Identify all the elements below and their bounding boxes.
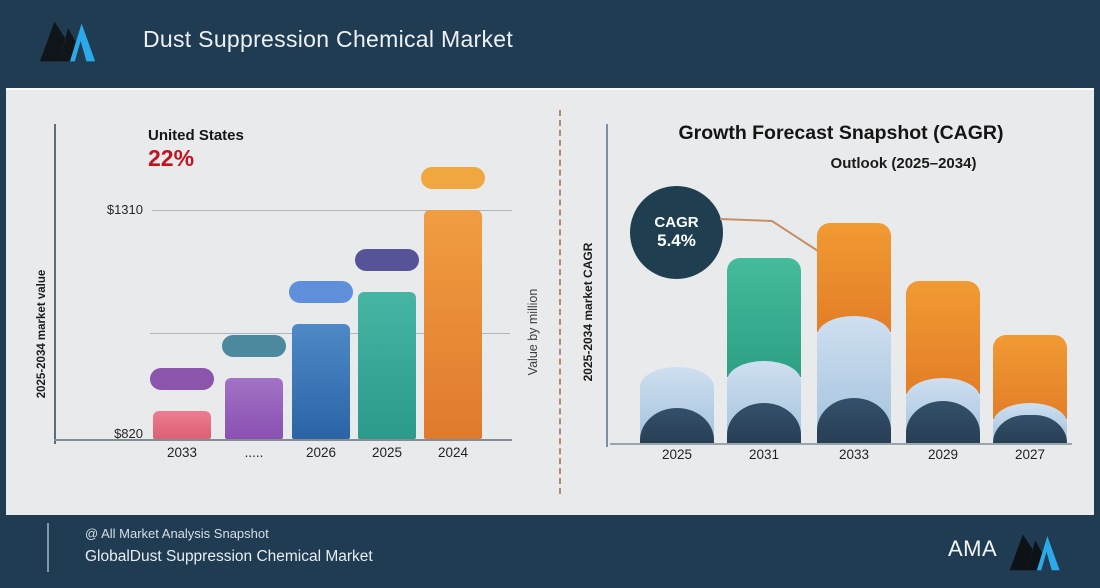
left-bar-cap-..... <box>222 335 286 357</box>
right-x-label-2031: 2031 <box>748 447 780 462</box>
segment-green-2031 <box>727 258 801 377</box>
right-x-label-2029: 2029 <box>927 447 959 462</box>
left-chart-region-label: United States <box>148 127 244 144</box>
right-x-label-2033: 2033 <box>838 447 870 462</box>
right-x-label-2025: 2025 <box>661 447 693 462</box>
footer-brand-text: AMA <box>948 536 998 561</box>
left-bar-2026 <box>292 324 350 439</box>
secondary-axis-label: Value by million <box>526 288 540 376</box>
right-chart-subtitle: Outlook (2025–2034) <box>830 155 977 172</box>
right-x-label-2027: 2027 <box>1014 447 1046 462</box>
footer-divider-line <box>47 523 49 572</box>
left-bar-..... <box>225 378 283 439</box>
left-x-label-.....: ..... <box>244 445 264 460</box>
segment-orange-2029 <box>906 281 980 394</box>
ama-logo-icon <box>39 21 96 62</box>
right-bar-2029 <box>906 281 980 443</box>
segment-navy-2033 <box>817 398 891 443</box>
left-x-axis-line <box>54 439 512 441</box>
right-bar-2031 <box>727 258 801 443</box>
right-bar-2025 <box>640 367 714 443</box>
header-band: Dust Suppression Chemical Market <box>0 0 1100 88</box>
main-panel: 2025-2034 market value United States 22%… <box>6 88 1094 515</box>
left-x-label-2033: 2033 <box>166 445 198 460</box>
gridline-1310 <box>152 210 512 211</box>
left-x-label-2024: 2024 <box>437 445 469 460</box>
section-divider-dashed <box>559 110 561 494</box>
footer-title-line: GlobalDust Suppression Chemical Market <box>85 548 373 565</box>
left-x-label-2026: 2026 <box>305 445 337 460</box>
footer-credit-line: @ All Market Analysis Snapshot <box>85 526 269 541</box>
footer-band: @ All Market Analysis Snapshot GlobalDus… <box>0 515 1100 588</box>
right-bar-2027 <box>993 335 1067 443</box>
right-y-axis-label: 2025-2034 market CAGR <box>581 242 595 382</box>
left-y-axis-label: 2025-2034 market value <box>36 269 48 399</box>
left-y-tick-1310: $1310 <box>106 202 143 217</box>
left-x-label-2025: 2025 <box>371 445 403 460</box>
left-bar-2033 <box>153 411 211 439</box>
right-y-axis-line <box>606 124 608 447</box>
cagr-badge-value: 5.4% <box>657 231 696 250</box>
left-bar-cap-2024 <box>421 167 485 189</box>
left-bar-2025 <box>358 292 416 439</box>
segment-orange-2033 <box>817 223 891 332</box>
footer-ama-logo-icon <box>1009 534 1060 571</box>
left-chart-highlight-value: 22% <box>148 145 195 171</box>
left-y-axis-line <box>54 124 56 444</box>
right-chart-title: Growth Forecast Snapshot (CAGR) <box>678 122 1004 144</box>
right-bar-2033 <box>817 223 891 443</box>
cagr-badge: CAGR 5.4% <box>630 186 723 279</box>
right-x-axis-line <box>610 443 1072 445</box>
left-bar-2024 <box>424 210 482 439</box>
page-title: Dust Suppression Chemical Market <box>143 26 514 52</box>
left-bar-cap-2025 <box>355 249 419 271</box>
cagr-badge-label: CAGR <box>654 214 699 231</box>
left-bar-cap-2026 <box>289 281 353 303</box>
left-bar-cap-2033 <box>150 368 214 390</box>
left-y-tick-820: $820 <box>114 426 143 441</box>
